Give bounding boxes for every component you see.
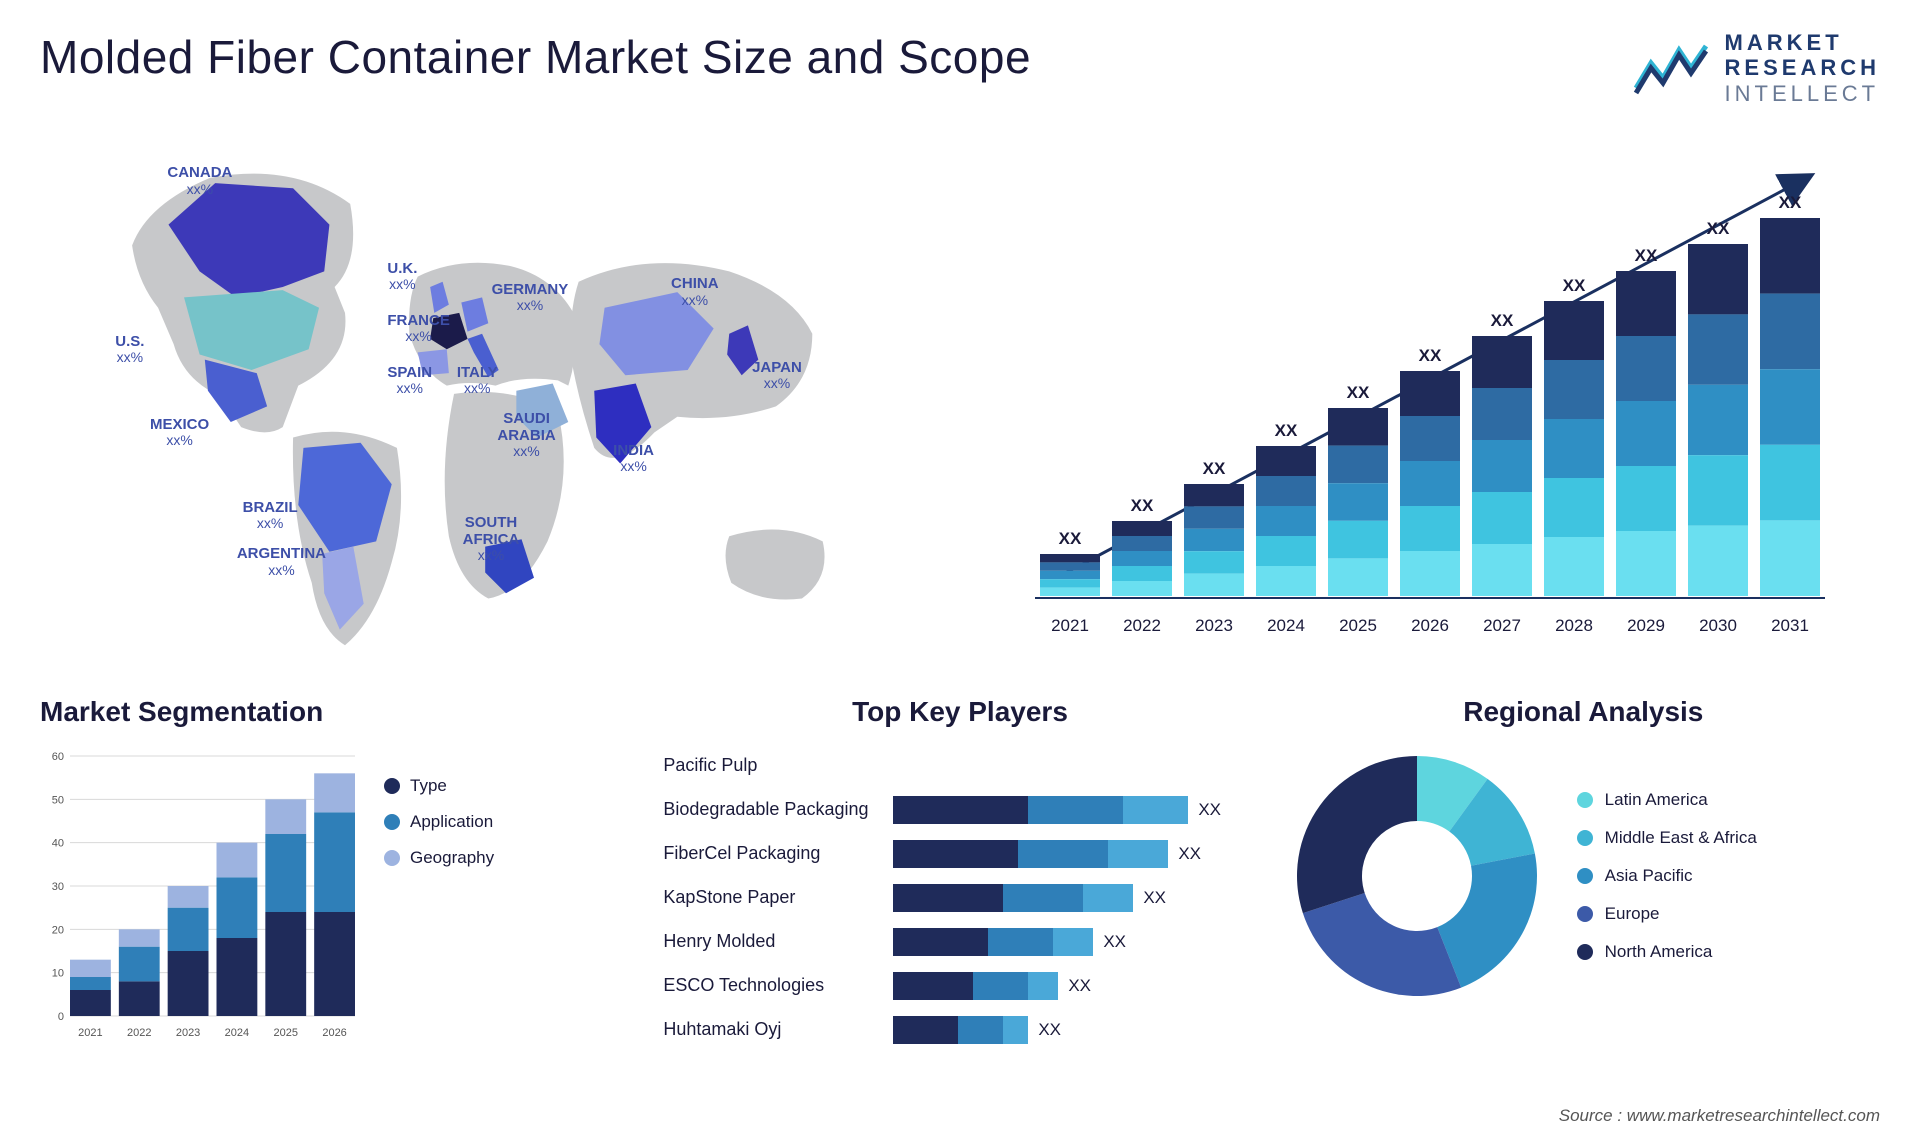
svg-text:2023: 2023 (176, 1027, 200, 1039)
legend-item: Asia Pacific (1577, 866, 1757, 886)
svg-text:2027: 2027 (1483, 616, 1521, 635)
logo-icon (1631, 38, 1711, 98)
map-label: ITALYxx% (457, 365, 498, 398)
svg-text:2021: 2021 (1051, 616, 1089, 635)
source-text: Source : www.marketresearchintellect.com (1559, 1106, 1880, 1126)
growth-bar-chart: XX 2021 XX 2022 XX 2023 XX 2024 XX 2025 XX 2026 XX 20… (960, 126, 1880, 666)
legend-item: Europe (1577, 904, 1757, 924)
svg-text:XX: XX (1635, 246, 1658, 265)
svg-text:2024: 2024 (225, 1027, 249, 1039)
svg-text:10: 10 (52, 968, 64, 980)
segmentation-panel: Market Segmentation 0 10 20 30 40 50 60 2021 202… (40, 696, 633, 1076)
svg-text:2021: 2021 (78, 1027, 102, 1039)
players-panel: Top Key Players Pacific Pulp Biodegradabl… (663, 696, 1256, 1076)
map-label: FRANCExx% (387, 313, 450, 346)
player-row: Biodegradable PackagingXX (663, 790, 1256, 830)
player-row: Henry MoldedXX (663, 922, 1256, 962)
regional-title: Regional Analysis (1287, 696, 1880, 728)
player-name: Huhtamaki Oyj (663, 1019, 893, 1040)
svg-text:2022: 2022 (127, 1027, 151, 1039)
segmentation-bar-chart: 0 10 20 30 40 50 60 2021 2022 2023 2024 2025 2026 (40, 746, 360, 1046)
legend-item: Middle East & Africa (1577, 828, 1757, 848)
svg-text:XX: XX (1131, 496, 1154, 515)
map-label: CHINAxx% (671, 276, 719, 309)
svg-text:2025: 2025 (1339, 616, 1377, 635)
map-label: MEXICOxx% (150, 417, 209, 450)
legend-item: North America (1577, 942, 1757, 962)
svg-text:2030: 2030 (1699, 616, 1737, 635)
player-row: ESCO TechnologiesXX (663, 966, 1256, 1006)
player-row: KapStone PaperXX (663, 878, 1256, 918)
logo-line1: MARKET (1725, 30, 1880, 55)
svg-text:2026: 2026 (322, 1027, 346, 1039)
svg-text:2031: 2031 (1771, 616, 1809, 635)
svg-text:XX: XX (1563, 276, 1586, 295)
svg-text:XX: XX (1203, 459, 1226, 478)
svg-text:20: 20 (52, 924, 64, 936)
player-row: FiberCel PackagingXX (663, 834, 1256, 874)
logo: MARKET RESEARCH INTELLECT (1631, 30, 1880, 106)
page-title: Molded Fiber Container Market Size and S… (40, 30, 1031, 84)
players-title: Top Key Players (663, 696, 1256, 728)
svg-text:2022: 2022 (1123, 616, 1161, 635)
map-label: GERMANYxx% (492, 282, 569, 315)
svg-text:XX: XX (1059, 529, 1082, 548)
players-bar-chart: Pacific PulpBiodegradable PackagingXXFib… (663, 746, 1256, 1050)
map-label: CANADAxx% (167, 165, 232, 198)
player-name: FiberCel Packaging (663, 843, 893, 864)
svg-text:40: 40 (52, 838, 64, 850)
svg-text:XX: XX (1419, 346, 1442, 365)
map-label: ARGENTINAxx% (237, 546, 326, 579)
player-name: Biodegradable Packaging (663, 799, 893, 820)
map-label: INDIAxx% (613, 443, 654, 476)
player-name: ESCO Technologies (663, 975, 893, 996)
svg-text:XX: XX (1275, 421, 1298, 440)
segmentation-title: Market Segmentation (40, 696, 633, 728)
svg-text:2024: 2024 (1267, 616, 1305, 635)
player-name: Pacific Pulp (663, 755, 893, 776)
player-name: Henry Molded (663, 931, 893, 952)
svg-text:2025: 2025 (274, 1027, 298, 1039)
regional-donut-chart (1287, 746, 1547, 1006)
svg-text:XX: XX (1491, 311, 1514, 330)
svg-text:XX: XX (1347, 383, 1370, 402)
legend-item: Type (384, 776, 494, 796)
svg-text:0: 0 (58, 1011, 64, 1023)
map-label: SPAINxx% (387, 365, 432, 398)
svg-text:XX: XX (1779, 193, 1802, 212)
svg-text:2026: 2026 (1411, 616, 1449, 635)
legend-item: Latin America (1577, 790, 1757, 810)
map-label: JAPANxx% (752, 360, 802, 393)
map-label: BRAZILxx% (243, 500, 298, 533)
regional-legend: Latin America Middle East & Africa Asia Pa… (1577, 790, 1757, 962)
player-name: KapStone Paper (663, 887, 893, 908)
svg-text:2029: 2029 (1627, 616, 1665, 635)
map-label: U.S.xx% (115, 334, 144, 367)
map-label: SAUDIARABIAxx% (497, 411, 555, 461)
regional-panel: Regional Analysis Latin America Middle Ea… (1287, 696, 1880, 1076)
svg-text:30: 30 (52, 881, 64, 893)
legend-item: Application (384, 812, 494, 832)
logo-line3: INTELLECT (1725, 81, 1880, 106)
svg-text:50: 50 (52, 794, 64, 806)
svg-text:2023: 2023 (1195, 616, 1233, 635)
svg-text:XX: XX (1707, 219, 1730, 238)
svg-text:60: 60 (52, 751, 64, 763)
svg-text:2028: 2028 (1555, 616, 1593, 635)
player-row: Pacific Pulp (663, 746, 1256, 786)
segmentation-legend: Type Application Geography (384, 776, 494, 1046)
player-row: Huhtamaki OyjXX (663, 1010, 1256, 1050)
map-label: U.K.xx% (387, 261, 417, 294)
legend-item: Geography (384, 848, 494, 868)
world-map: CANADAxx% U.S.xx% MEXICOxx% BRAZILxx% ARGENT… (40, 126, 920, 666)
logo-line2: RESEARCH (1725, 55, 1880, 80)
map-label: SOUTHAFRICAxx% (463, 515, 520, 565)
